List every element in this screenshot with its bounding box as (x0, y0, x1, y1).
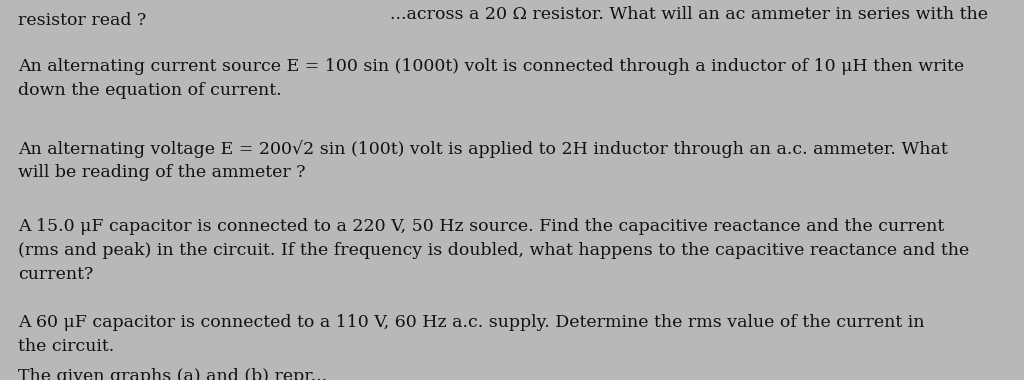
Text: A 15.0 μF capacitor is connected to a 220 V, 50 Hz source. Find the capacitive r: A 15.0 μF capacitor is connected to a 22… (18, 218, 944, 235)
Text: the circuit.: the circuit. (18, 338, 115, 355)
Text: A 60 μF capacitor is connected to a 110 V, 60 Hz a.c. supply. Determine the rms : A 60 μF capacitor is connected to a 110 … (18, 314, 925, 331)
Text: The given graphs (a) and (b) repr...: The given graphs (a) and (b) repr... (18, 368, 328, 380)
Text: An alternating current source E = 100 sin (1000t) volt is connected through a in: An alternating current source E = 100 si… (18, 58, 965, 75)
Text: current?: current? (18, 266, 93, 283)
Text: will be reading of the ammeter ?: will be reading of the ammeter ? (18, 164, 305, 181)
Text: (rms and peak) in the circuit. If the frequency is doubled, what happens to the : (rms and peak) in the circuit. If the fr… (18, 242, 970, 259)
Text: down the equation of current.: down the equation of current. (18, 82, 282, 99)
Text: ...across a 20 Ω resistor. What will an ac ammeter in series with the: ...across a 20 Ω resistor. What will an … (390, 6, 988, 23)
Text: An alternating voltage E = 200√2 sin (100t) volt is applied to 2H inductor throu: An alternating voltage E = 200√2 sin (10… (18, 140, 948, 158)
Text: resistor read ?: resistor read ? (18, 12, 146, 29)
